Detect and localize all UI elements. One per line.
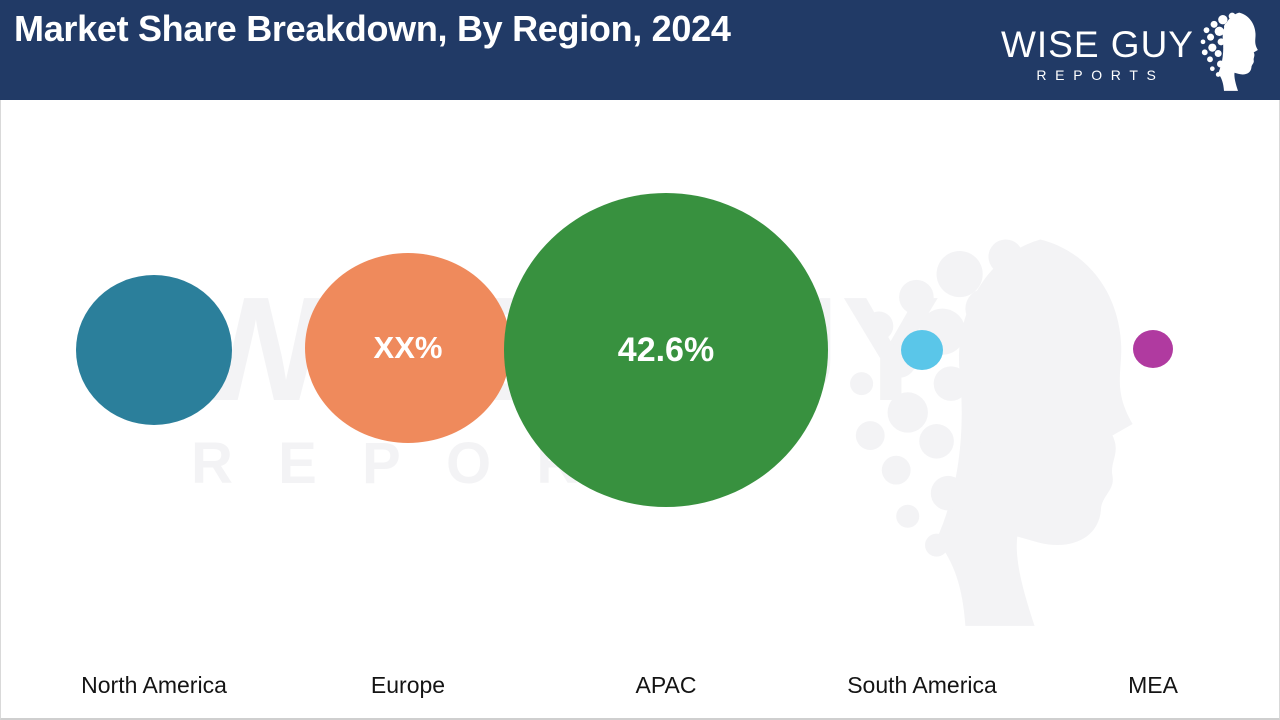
head-silhouette-icon [1200,12,1258,91]
category-label-apac: APAC [635,672,697,698]
category-label-north-america: North America [81,672,227,698]
bubble-europe: XX% [305,253,511,443]
head-silhouette-watermark [850,239,1133,626]
logo-title: WISE GUY [1000,24,1194,65]
category-label-europe: Europe [370,672,446,698]
chart-area: WISE GUY REPORTS XX%42.6% North AmericaE… [0,100,1280,720]
bubble-south-america [901,330,943,370]
category-label-south-america: South America [847,672,997,698]
logo-subtitle: REPORTS [1036,67,1165,83]
page-title: Market Share Breakdown, By Region, 2024 [14,8,731,49]
bubble-value-label: XX% [373,330,443,365]
wise-guy-logo: WISE GUY REPORTS [1001,4,1266,96]
bubble-apac: 42.6% [504,193,828,507]
bubble-value-label: 42.6% [617,330,715,369]
header-bar: Market Share Breakdown, By Region, 2024 … [0,0,1280,100]
bubble-north-america [76,275,232,425]
bubble-mea [1133,330,1173,368]
category-label-mea: MEA [1128,672,1178,698]
logo-wordmark: WISE GUY REPORTS [1001,26,1194,83]
